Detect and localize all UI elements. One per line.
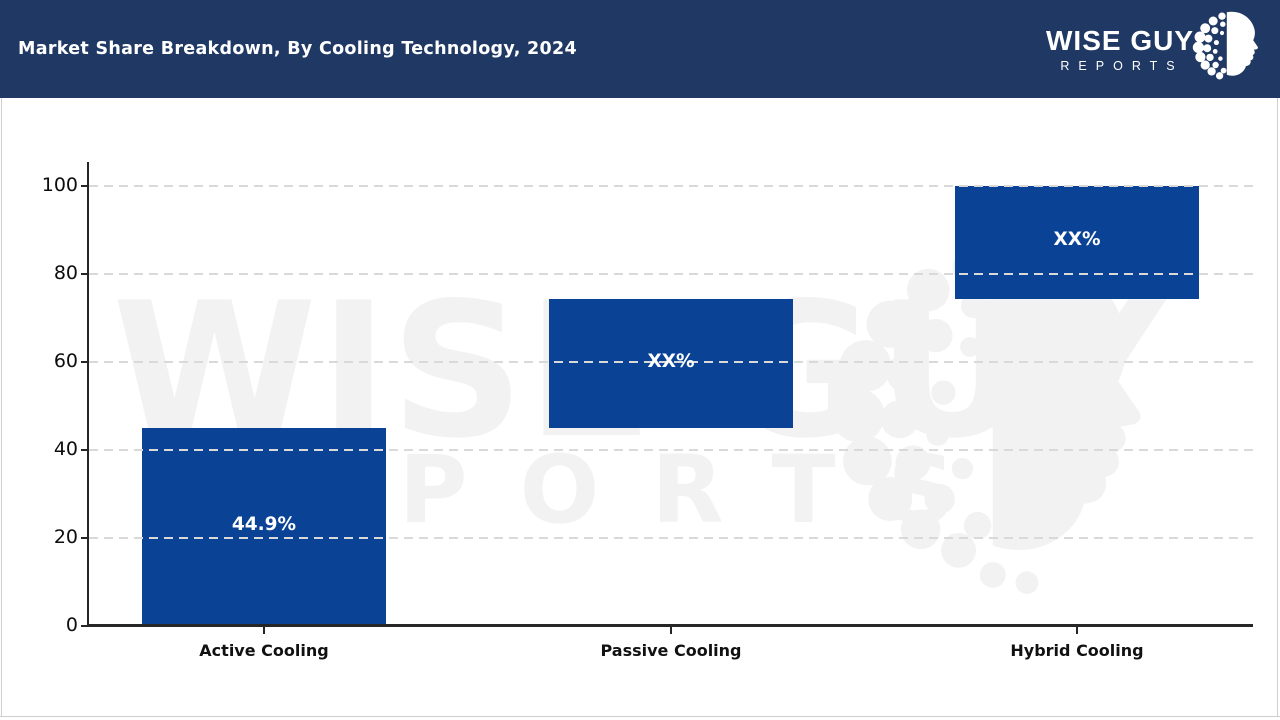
- brand-name: WISE GUY: [1045, 24, 1194, 56]
- y-tick-label: 40: [53, 438, 78, 460]
- frame-line-bottom: [0, 716, 1280, 717]
- y-tick-label: 100: [41, 174, 78, 196]
- brand-logo: WISE GUY REPORTS: [1010, 6, 1270, 92]
- y-tick: [81, 625, 88, 627]
- y-tick: [81, 185, 88, 187]
- y-tick-label: 80: [53, 262, 78, 284]
- frame-line-right: [1277, 98, 1278, 716]
- frame-line-left: [1, 98, 2, 716]
- y-tick: [81, 361, 88, 363]
- brand-face-icon: [1192, 11, 1258, 80]
- gridline: [89, 273, 1253, 275]
- y-tick-label: 0: [65, 614, 78, 636]
- y-tick-label: 60: [53, 350, 78, 372]
- header-bar: Market Share Breakdown, By Cooling Techn…: [0, 0, 1280, 98]
- y-tick: [81, 449, 88, 451]
- y-tick-label: 20: [53, 526, 78, 548]
- gridline: [89, 537, 1253, 539]
- x-tick: [670, 627, 672, 634]
- bar-value-label: 44.9%: [231, 514, 297, 536]
- bar-value-label: XX%: [1053, 229, 1101, 251]
- brand-wordmark: WISE GUY REPORTS: [1045, 24, 1194, 73]
- gridline: [89, 449, 1253, 451]
- bar-segment: [549, 298, 793, 429]
- x-axis-spine: [87, 624, 1253, 627]
- y-tick: [81, 273, 88, 275]
- gridline: [89, 361, 1253, 363]
- y-axis-spine: [87, 162, 89, 627]
- gridline: [89, 185, 1253, 187]
- brand-subname: REPORTS: [1060, 58, 1184, 73]
- page-title: Market Share Breakdown, By Cooling Techn…: [18, 39, 577, 59]
- bar-segment: [142, 428, 386, 626]
- x-category-label: Active Cooling: [199, 641, 329, 660]
- bar-value-label: XX%: [647, 350, 695, 372]
- watermark-face-icon: [831, 246, 1141, 594]
- y-tick: [81, 537, 88, 539]
- x-tick: [1076, 627, 1078, 634]
- bar-segment: [955, 186, 1199, 299]
- x-tick: [263, 627, 265, 634]
- x-category-label: Hybrid Cooling: [1010, 641, 1144, 660]
- x-category-label: Passive Cooling: [600, 641, 742, 660]
